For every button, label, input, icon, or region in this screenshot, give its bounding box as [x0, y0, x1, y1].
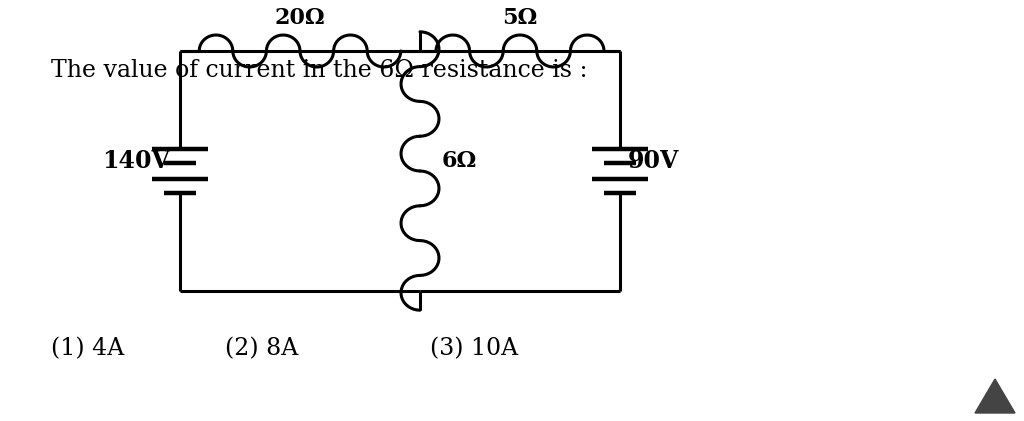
Text: (1) 4A: (1) 4A [51, 337, 125, 360]
Polygon shape [975, 379, 1015, 413]
Text: 20Ω: 20Ω [274, 7, 326, 29]
Text: 90V: 90V [628, 149, 679, 173]
Text: The value of current in the 6Ω resistance is :: The value of current in the 6Ω resistanc… [51, 59, 588, 82]
Text: 6Ω: 6Ω [442, 150, 477, 172]
Text: (2) 8A: (2) 8A [225, 337, 299, 360]
Text: 140V: 140V [102, 149, 170, 173]
Text: (3) 10A: (3) 10A [430, 337, 518, 360]
Text: 5Ω: 5Ω [503, 7, 538, 29]
